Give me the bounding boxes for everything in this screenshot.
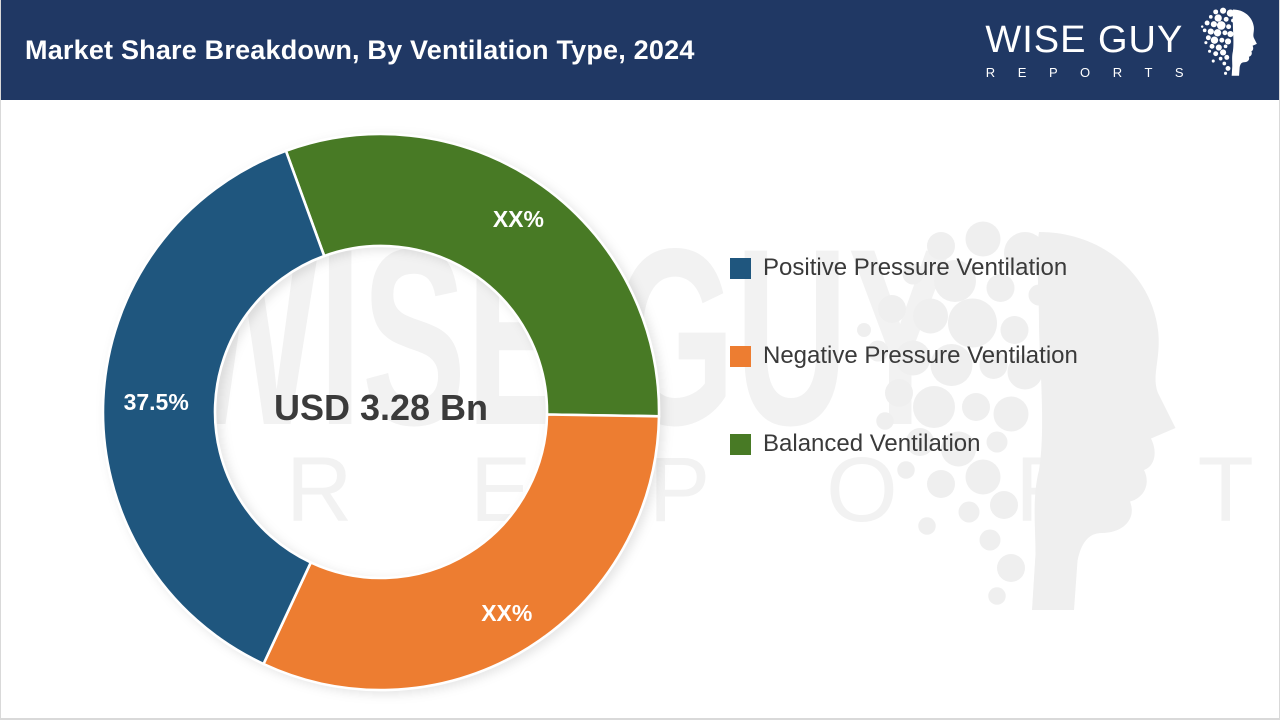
legend-swatch [730,257,751,279]
chart-legend: Positive Pressure Ventilation Negative Pr… [730,254,1078,457]
logo-wordmark: WISE GUY [985,18,1184,61]
segment-label: XX% [481,600,532,626]
legend-item: Negative Pressure Ventilation [730,342,1078,369]
header-bar: Market Share Breakdown, By Ventilation T… [1,0,1279,100]
donut-segment-balanced-ventilation [284,132,661,418]
segment-label: XX% [493,206,544,232]
donut-chart: XX% XX% 37.5% [101,132,661,692]
wiseguy-head-icon [1200,7,1257,76]
legend-item: Balanced Ventilation [730,430,1078,457]
wiseguy-logo-text: WISE GUY R E P O R T S [976,21,1193,80]
donut-center-value: USD 3.28 Bn [273,387,489,428]
donut-segment-positive-pressure-ventilation [101,149,326,666]
segment-label: 37.5% [124,389,189,415]
logo-subtitle: R E P O R T S [985,64,1193,80]
legend-item: Positive Pressure Ventilation [730,254,1078,281]
wiseguy-logo: WISE GUY R E P O R T S [976,7,1259,93]
legend-swatch [730,345,751,367]
legend-label: Balanced Ventilation [763,430,981,457]
donut-segment-negative-pressure-ventilation [262,413,661,692]
legend-label: Positive Pressure Ventilation [763,254,1068,281]
watermark-head-icon [857,221,1176,610]
page-title: Market Share Breakdown, By Ventilation T… [25,34,695,65]
legend-label: Negative Pressure Ventilation [763,342,1078,369]
legend-swatch [730,433,751,455]
